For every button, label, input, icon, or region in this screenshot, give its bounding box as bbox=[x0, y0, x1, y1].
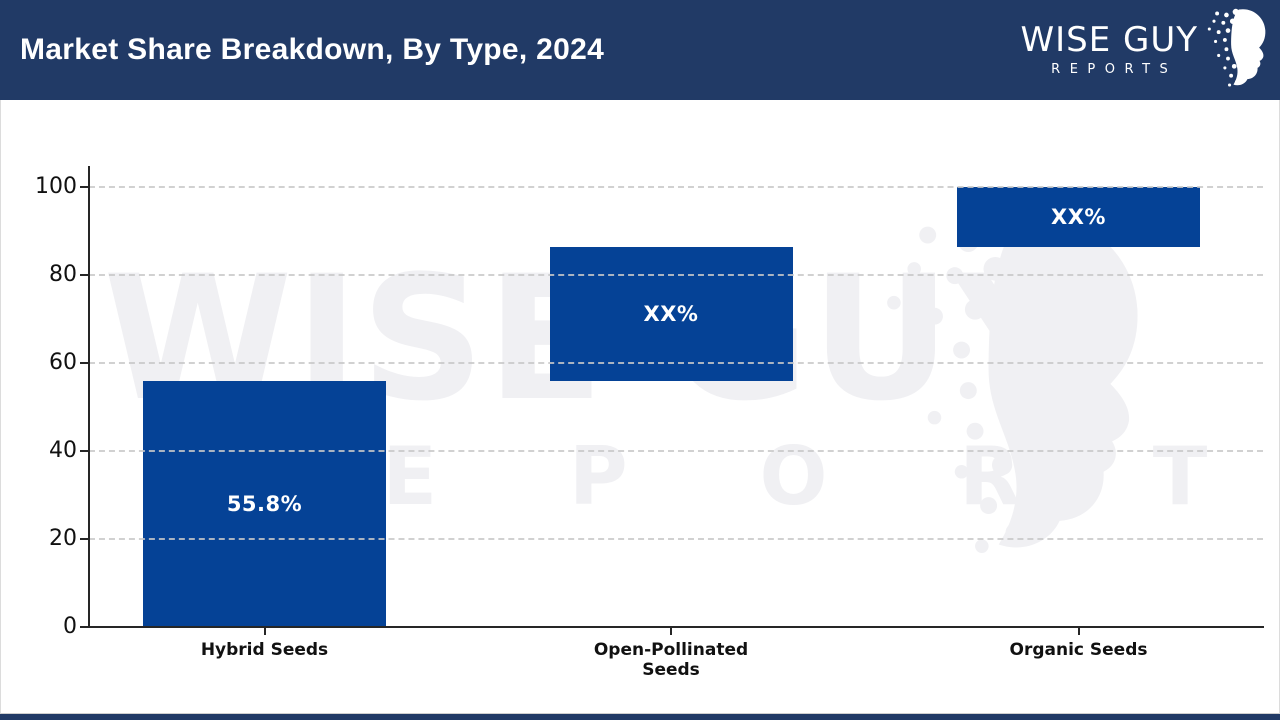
bar-value-label: XX% bbox=[1051, 205, 1106, 230]
bar: XX% bbox=[549, 247, 793, 382]
y-tick-label: 20 bbox=[49, 526, 77, 551]
footer-bar bbox=[0, 714, 1280, 720]
y-tick-label: 40 bbox=[49, 438, 77, 463]
brand-logo: WISE GUY REPORTS bbox=[1020, 4, 1270, 96]
x-tick-label: Open-Pollinated Seeds bbox=[593, 640, 749, 681]
bar-value-label: XX% bbox=[643, 302, 699, 327]
bar-value-label: 55.8% bbox=[226, 492, 303, 517]
x-tick-mark bbox=[670, 628, 672, 635]
y-tick-mark bbox=[80, 450, 89, 452]
x-tick-mark bbox=[263, 628, 266, 635]
bar: XX% bbox=[957, 187, 1200, 248]
grid-line bbox=[89, 274, 1263, 276]
dot-face-logo-icon bbox=[1200, 6, 1270, 94]
y-tick-label: 100 bbox=[35, 174, 77, 199]
plot-area: WISE GUY R E P O R T S 02040608010055.8%… bbox=[0, 100, 1280, 714]
logo-wordmark-line1: WISE GUY bbox=[1020, 20, 1198, 61]
y-tick-mark bbox=[80, 362, 89, 364]
y-tick-mark bbox=[80, 274, 89, 276]
grid-line bbox=[89, 538, 1263, 540]
y-tick-mark bbox=[80, 626, 89, 628]
logo-wordmark-line2: REPORTS bbox=[1051, 61, 1178, 77]
y-tick-label: 80 bbox=[49, 262, 77, 287]
x-tick-mark bbox=[1077, 628, 1080, 635]
logo-wordmark: WISE GUY REPORTS bbox=[1020, 20, 1198, 77]
page-title: Market Share Breakdown, By Type, 2024 bbox=[20, 33, 605, 66]
grid-line bbox=[89, 450, 1263, 452]
bar: 55.8% bbox=[143, 381, 386, 627]
dot-face-watermark-icon bbox=[853, 208, 1158, 580]
y-tick-label: 60 bbox=[49, 350, 77, 375]
grid-line bbox=[89, 362, 1263, 364]
header: Market Share Breakdown, By Type, 2024 WI… bbox=[0, 0, 1280, 100]
x-tick-label: Organic Seeds bbox=[1009, 640, 1148, 660]
x-axis-line bbox=[88, 626, 1264, 628]
x-tick-label: Hybrid Seeds bbox=[200, 640, 329, 660]
y-tick-label: 0 bbox=[63, 614, 77, 639]
y-tick-mark bbox=[80, 538, 89, 540]
y-tick-mark bbox=[80, 186, 89, 188]
grid-line bbox=[89, 186, 1263, 188]
y-axis-line bbox=[88, 166, 90, 628]
